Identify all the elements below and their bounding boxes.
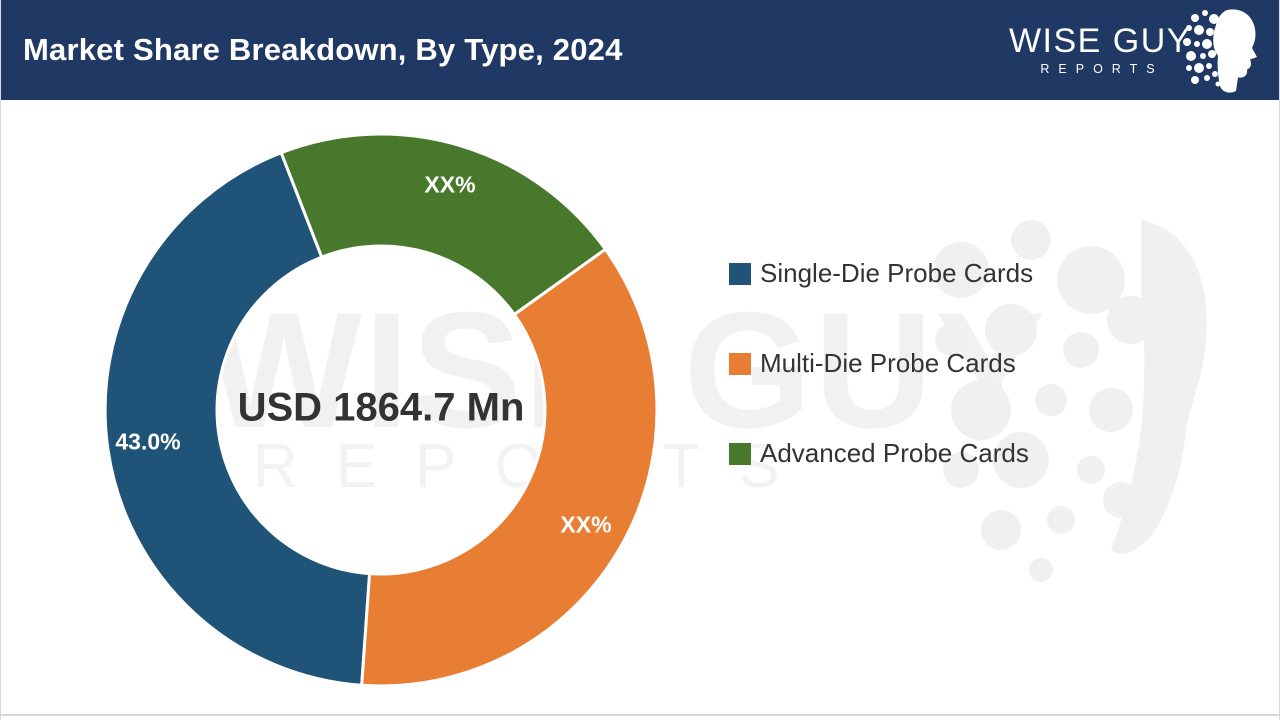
logo-subtitle: REPORTS [1040,62,1164,76]
bottom-divider [1,714,1279,716]
donut-center-value: USD 1864.7 Mn [237,385,525,430]
logo-wordmark: WISE GUY [1008,22,1191,60]
legend-label: Advanced Probe Cards [760,438,1029,468]
legend-item-advanced: Advanced Probe Cards [729,438,1029,469]
page-title: Market Share Breakdown, By Type, 2024 [23,32,623,67]
slice-multi-die [360,247,659,688]
legend-item-multi-die: Multi-Die Probe Cards [729,348,1016,379]
watermark-face-dots-icon [933,220,1207,582]
legend-item-single-die: Single-Die Probe Cards [729,258,1033,289]
legend-swatch-multi-die [729,352,751,375]
slice-advanced [279,132,607,316]
legend-label: Single-Die Probe Cards [760,258,1034,288]
watermark-reports: REPORTS [253,436,818,498]
legend-swatch-single-die [729,262,751,285]
logo-face-icon [1183,9,1257,93]
slice-label-single-die: 43.0% [115,428,181,455]
donut-chart [103,132,659,688]
slice-label-multi-die: XX% [560,511,612,538]
slice-label-advanced: XX% [424,171,476,198]
legend-label: Multi-Die Probe Cards [760,348,1016,378]
slice-single-die [103,151,372,687]
header-bar: Market Share Breakdown, By Type, 2024 WI… [1,0,1279,100]
legend-swatch-advanced [729,442,751,465]
wiseguy-logo: WISE GUY REPORTS [1009,6,1261,94]
